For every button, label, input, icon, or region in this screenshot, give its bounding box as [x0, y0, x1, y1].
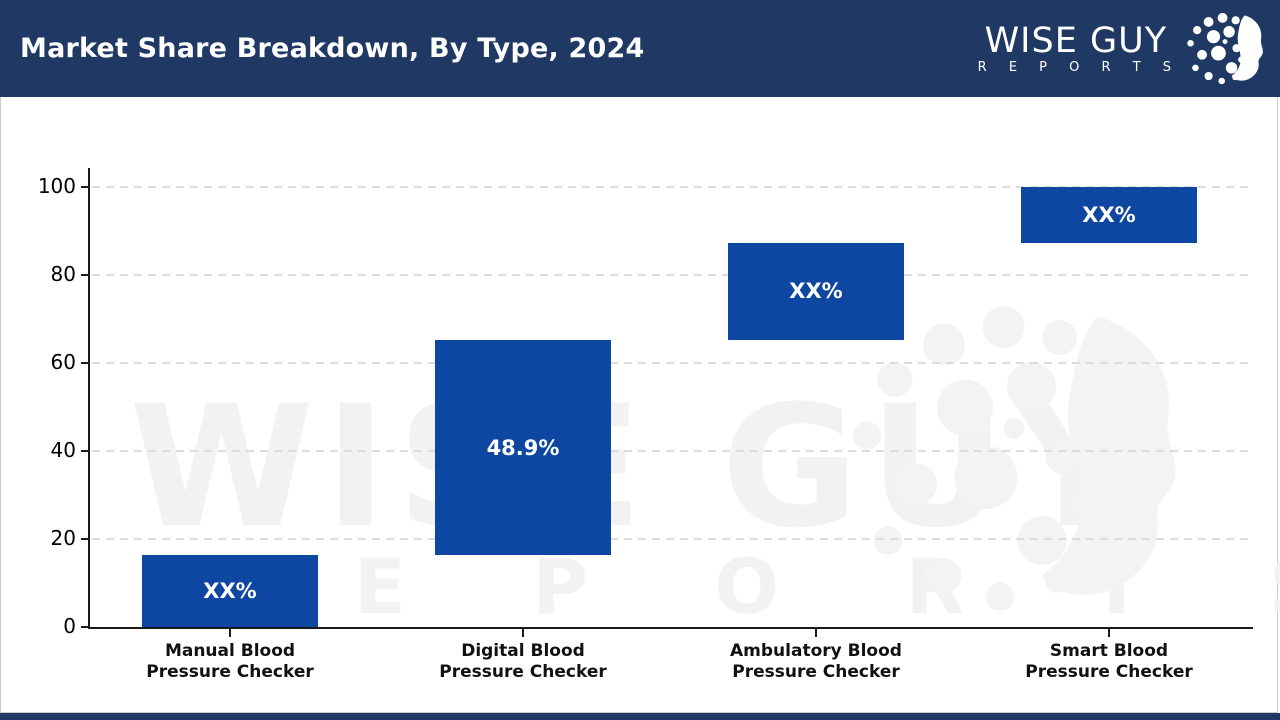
x-axis [88, 627, 1253, 629]
bar-label-1: XX% [203, 579, 257, 604]
brand-subtitle: R E P O R T S [977, 60, 1180, 75]
page-title: Market Share Breakdown, By Type, 2024 [20, 33, 645, 64]
bar-label-4: XX% [1082, 202, 1136, 227]
y-tick-40 [81, 450, 89, 452]
brand-logo: WISE GUY R E P O R T S [972, 6, 1266, 92]
bar-3: XX% [728, 242, 904, 341]
category-label-3: Ambulatory Blood Pressure Checker [730, 641, 902, 682]
footer-bar [0, 713, 1280, 720]
y-tick-label-80: 80 [50, 262, 76, 286]
x-tick-3 [815, 629, 817, 637]
y-tick-60 [81, 362, 89, 364]
y-tick-20 [81, 538, 89, 540]
face-logo-icon [1187, 12, 1263, 85]
bar-1: XX% [142, 555, 318, 627]
x-tick-4 [1108, 629, 1110, 637]
y-tick-label-60: 60 [50, 350, 76, 374]
category-label-1: Manual Blood Pressure Checker [146, 641, 314, 682]
y-tick-0 [81, 626, 89, 628]
watermark-face-icon [853, 306, 1176, 611]
gridline-40 [92, 450, 1253, 452]
y-tick-label-20: 20 [50, 526, 76, 550]
header-bar: Market Share Breakdown, By Type, 2024 WI… [0, 0, 1280, 97]
y-tick-80 [81, 274, 89, 276]
gridline-20 [92, 538, 1253, 540]
bar-label-3: XX% [789, 279, 843, 304]
x-tick-1 [229, 629, 231, 637]
brand-text: WISE GUY R E P O R T S [972, 23, 1180, 75]
y-tick-100 [81, 186, 89, 188]
category-label-2: Digital Blood Pressure Checker [439, 641, 607, 682]
bar-2: 48.9% [435, 340, 611, 556]
bar-4: XX% [1021, 187, 1197, 243]
y-tick-label-100: 100 [37, 174, 76, 198]
y-tick-label-40: 40 [50, 438, 76, 462]
gridline-60 [92, 362, 1253, 364]
y-axis [88, 168, 90, 629]
bar-label-2: 48.9% [486, 435, 560, 460]
gridline-80 [92, 274, 1253, 276]
brand-name: WISE GUY [984, 21, 1168, 61]
x-tick-2 [522, 629, 524, 637]
gridline-100 [92, 186, 1253, 188]
category-label-4: Smart Blood Pressure Checker [1025, 641, 1193, 682]
y-tick-label-0: 0 [63, 614, 76, 638]
